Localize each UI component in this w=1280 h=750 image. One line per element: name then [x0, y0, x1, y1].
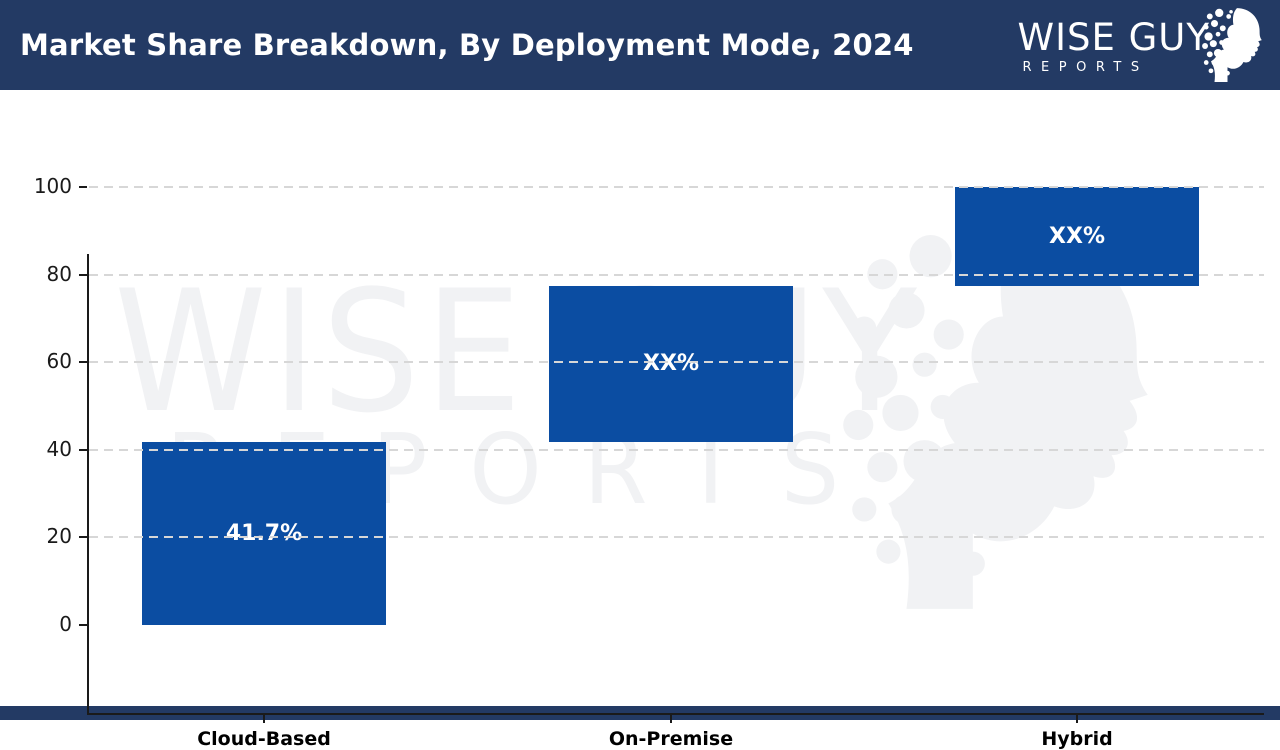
wiseguy-wordmark: WISE GUY REPORTS	[1017, 15, 1210, 75]
y-tick-80	[79, 273, 87, 276]
gridline-40	[89, 448, 1264, 451]
bar-hybrid: XX%	[955, 187, 1199, 286]
gridline-60	[89, 361, 1264, 364]
y-axis-line	[87, 254, 89, 715]
y-tick-label-80: 80	[46, 261, 72, 286]
bar-value-label: XX%	[643, 351, 699, 377]
wiseguy-logo: WISE GUY REPORTS	[1018, 7, 1272, 85]
y-tick-label-0: 0	[59, 612, 72, 636]
bar-cloud-based: 41.7%	[142, 442, 386, 625]
y-tick-20	[79, 536, 87, 539]
gridline-100	[89, 186, 1264, 188]
gridline-20	[89, 536, 1264, 539]
plot-area: 0 20 40 60 80 100 41.7% Cloud-Based XX% On-Premis…	[0, 90, 1280, 750]
y-tick-60	[79, 361, 87, 364]
x-axis-line	[87, 713, 1264, 715]
x-tick-2	[1076, 715, 1078, 723]
y-tick-100	[79, 186, 87, 188]
y-tick-label-60: 60	[46, 349, 72, 374]
x-category-label-1: On-Premise	[608, 728, 734, 750]
x-category-label-0: Cloud-Based	[197, 728, 331, 750]
x-tick-1	[670, 715, 672, 723]
gridline-80	[89, 273, 1264, 276]
header-bar: Market Share Breakdown, By Deployment Mo…	[0, 0, 1280, 90]
y-tick-label-40: 40	[46, 436, 72, 461]
chart-title: Market Share Breakdown, By Deployment Mo…	[20, 28, 914, 62]
bar-value-label: 41.7%	[225, 521, 303, 547]
bar-value-label: XX%	[1049, 223, 1105, 249]
x-tick-0	[263, 715, 265, 723]
wiseguy-face-icon	[1196, 7, 1272, 85]
logo-sub-text: REPORTS	[1022, 59, 1149, 75]
x-category-label-2: Hybrid	[1041, 728, 1113, 750]
logo-wordmark-text: WISE GUY	[1017, 15, 1210, 59]
y-tick-0	[79, 624, 87, 626]
y-tick-40	[79, 448, 87, 451]
bar-on-premise: XX%	[549, 285, 793, 443]
y-tick-label-20: 20	[46, 524, 72, 549]
y-tick-label-100: 100	[33, 174, 72, 198]
